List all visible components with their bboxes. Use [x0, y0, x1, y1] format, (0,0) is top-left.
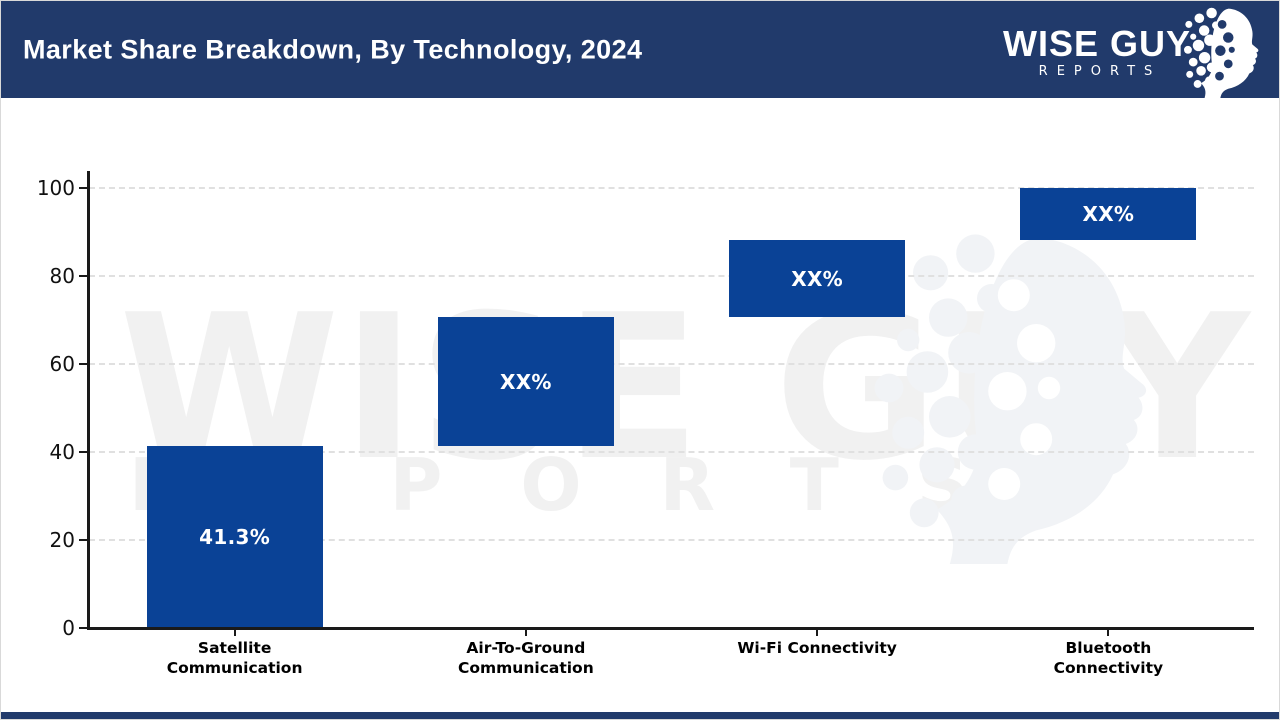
- y-axis-tick-label: 40: [49, 440, 75, 464]
- x-axis-label: Bluetooth Connectivity: [1053, 639, 1164, 677]
- y-axis-tick-label: 60: [49, 352, 75, 376]
- gridline: [89, 451, 1254, 453]
- page-title: Market Share Breakdown, By Technology, 2…: [23, 34, 643, 64]
- bar-value-label: XX%: [1082, 201, 1135, 226]
- bar: XX%: [437, 317, 614, 447]
- x-axis-label: Air-To-Ground Communication: [457, 639, 594, 677]
- x-axis-label: Wi-Fi Connectivity: [737, 639, 897, 657]
- y-axis-tick: [79, 627, 88, 629]
- y-axis-tick: [79, 275, 88, 277]
- footer-bar: [1, 712, 1279, 719]
- y-axis-tick: [79, 187, 88, 189]
- y-axis-tick-label: 80: [49, 264, 75, 288]
- bar-value-label: 41.3%: [199, 525, 271, 550]
- gridline: [89, 275, 1254, 277]
- y-axis-tick: [79, 539, 88, 541]
- y-axis-tick-label: 100: [36, 176, 75, 200]
- y-axis-tick: [79, 451, 88, 453]
- header-bar: Market Share Breakdown, By Technology, 2…: [1, 1, 1279, 98]
- y-axis-tick-label: 0: [62, 616, 75, 640]
- x-axis-tick: [233, 630, 236, 636]
- bar-value-label: XX%: [499, 369, 552, 394]
- logo-tagline: REPORTS: [1038, 64, 1162, 80]
- x-axis: [87, 627, 1254, 630]
- gridline: [89, 187, 1254, 189]
- bar: XX%: [729, 239, 906, 318]
- gridline: [89, 363, 1254, 365]
- y-axis-tick: [79, 363, 88, 365]
- x-axis-label: Satellite Communication: [166, 639, 303, 677]
- bar: XX%: [1020, 188, 1197, 240]
- head-profile-dots-icon: [1184, 7, 1259, 98]
- bar-value-label: XX%: [791, 266, 844, 291]
- x-axis-tick: [524, 630, 527, 636]
- x-axis-tick: [816, 630, 819, 636]
- x-axis-tick: [1107, 630, 1110, 636]
- gridline: [89, 539, 1254, 541]
- logo-name: WISE GUY: [1002, 22, 1191, 64]
- y-axis-tick-label: 20: [49, 528, 75, 552]
- wiseguy-logo: WISE GUY REPORTS: [1003, 6, 1271, 98]
- bar: 41.3%: [146, 446, 323, 628]
- y-axis: [87, 171, 90, 630]
- logo-text: WISE GUY REPORTS: [1002, 22, 1191, 80]
